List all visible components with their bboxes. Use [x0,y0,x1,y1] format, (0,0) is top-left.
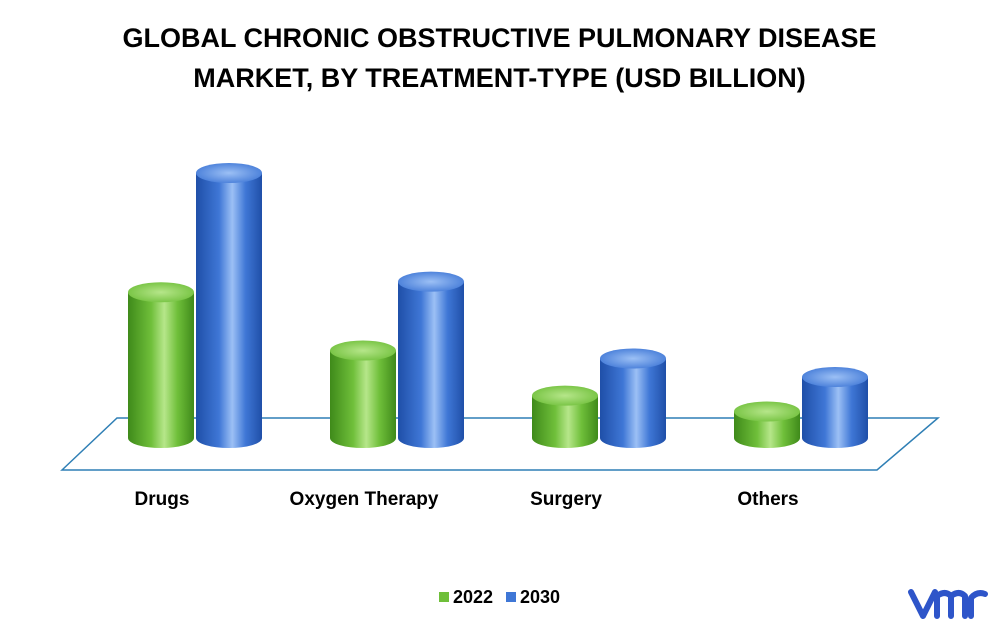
chart-title-line-2: MARKET, BY TREATMENT-TYPE (USD BILLION) [193,63,806,93]
bar-2022-others [734,401,800,448]
legend-swatch-2030 [506,592,516,602]
vmr-logo-icon [907,582,989,627]
legend-label-2022: 2022 [452,586,493,607]
legend-item-2030: 2030 [506,587,560,608]
bar-2030-oxygen-therapy [398,271,464,448]
bar-2030-surgery [600,348,666,448]
bar-2030-others [802,367,868,448]
chart-title-line-1: GLOBAL CHRONIC OBSTRUCTIVE PULMONARY DIS… [122,23,877,53]
category-label-drugs: Drugs [135,489,190,510]
chart-title: GLOBAL CHRONIC OBSTRUCTIVE PULMONARY DIS… [0,18,999,98]
category-label-surgery: Surgery [530,489,602,510]
legend-label-2030: 2030 [520,586,561,607]
category-label-oxygen-therapy: Oxygen Therapy [290,489,439,510]
chart-floor [60,417,941,471]
bar-2030-drugs [196,163,262,448]
legend-item-2022: 2022 [438,586,493,608]
bar-2022-drugs [128,282,194,448]
category-label-others: Others [737,489,798,510]
legend: 2022 2030 [0,586,999,608]
legend-swatch-2022 [438,592,449,602]
bar-2022-surgery [532,385,598,448]
bar-2022-oxygen-therapy [330,340,396,448]
